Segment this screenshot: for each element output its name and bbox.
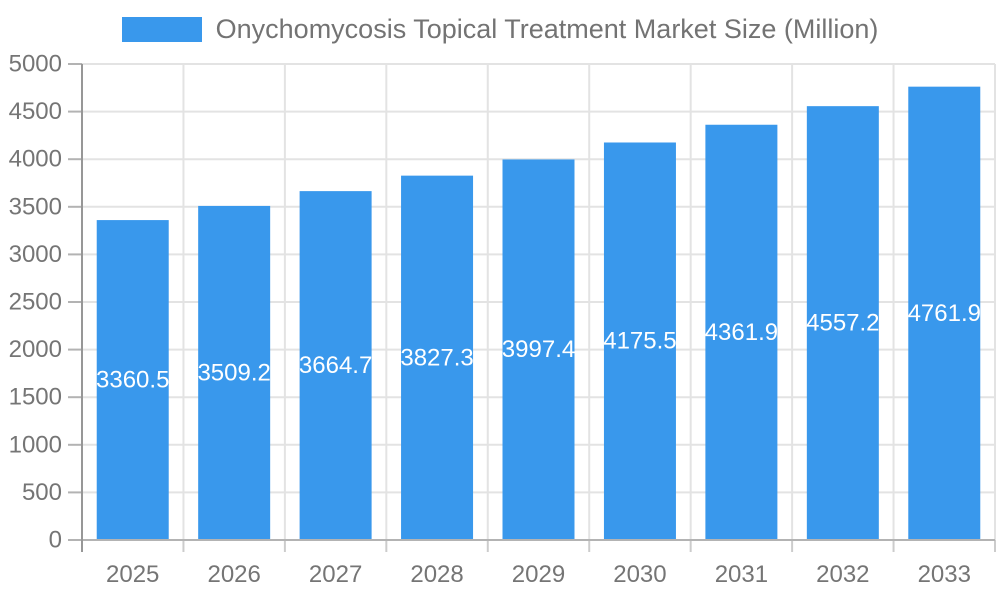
legend-swatch[interactable] bbox=[121, 17, 202, 42]
y-tick-label: 2000 bbox=[9, 336, 62, 363]
x-tick-label: 2028 bbox=[410, 561, 463, 588]
bar-value-label: 3664.7 bbox=[299, 352, 372, 379]
bar-value-label: 4175.5 bbox=[603, 328, 676, 355]
bar-value-label: 3509.2 bbox=[197, 359, 270, 386]
bar-value-label: 4761.9 bbox=[908, 300, 981, 327]
y-tick-label: 3500 bbox=[9, 193, 62, 220]
bar-value-label: 3827.3 bbox=[400, 344, 473, 371]
x-tick-label: 2032 bbox=[816, 561, 869, 588]
bar-value-label: 4557.2 bbox=[806, 310, 879, 337]
y-tick-label: 2500 bbox=[9, 289, 62, 316]
bar-2027[interactable] bbox=[299, 191, 372, 541]
chart-legend: Onychomycosis Topical Treatment Market S… bbox=[0, 14, 1000, 45]
x-tick-label: 2033 bbox=[918, 561, 971, 588]
bar-value-label: 3997.4 bbox=[502, 336, 575, 363]
bar-2033[interactable] bbox=[908, 86, 981, 541]
bar-2032[interactable] bbox=[806, 106, 879, 541]
bar-2026[interactable] bbox=[198, 205, 271, 540]
bar-2028[interactable] bbox=[401, 175, 474, 540]
x-tick-label: 2026 bbox=[207, 561, 260, 588]
y-tick-label: 3000 bbox=[9, 241, 62, 268]
y-tick-label: 1500 bbox=[9, 384, 62, 411]
y-tick-label: 500 bbox=[22, 479, 62, 506]
bar-2029[interactable] bbox=[502, 159, 575, 541]
y-tick-label: 1000 bbox=[9, 431, 62, 458]
y-tick-label: 0 bbox=[49, 527, 62, 554]
x-tick-label: 2025 bbox=[106, 561, 159, 588]
bar-2030[interactable] bbox=[603, 142, 676, 540]
bar-value-label: 3360.5 bbox=[96, 367, 169, 394]
y-tick-label: 4000 bbox=[9, 146, 62, 173]
bar-2025[interactable] bbox=[96, 220, 169, 541]
bar-value-label: 4361.9 bbox=[705, 319, 778, 346]
x-tick-label: 2030 bbox=[613, 561, 666, 588]
legend-label: Onychomycosis Topical Treatment Market S… bbox=[215, 14, 879, 44]
y-tick-label: 5000 bbox=[9, 51, 62, 78]
bar-2031[interactable] bbox=[705, 124, 778, 540]
y-tick-label: 4500 bbox=[9, 98, 62, 125]
x-tick-label: 2031 bbox=[715, 561, 768, 588]
x-tick-label: 2029 bbox=[512, 561, 565, 588]
x-tick-label: 2027 bbox=[309, 561, 362, 588]
